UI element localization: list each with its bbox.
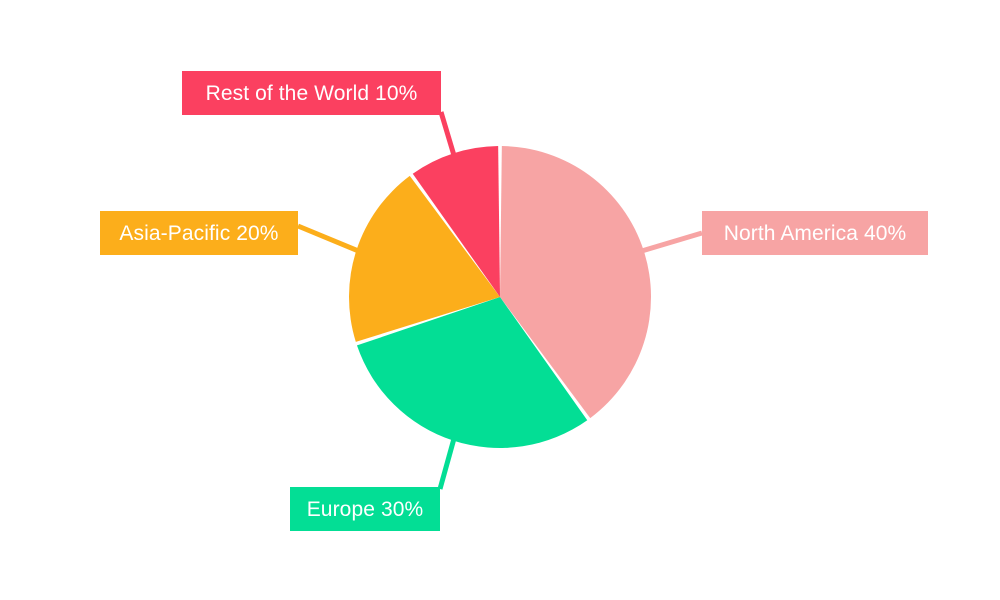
- slice-label-asia-pacific-text: Asia-Pacific 20%: [119, 221, 279, 245]
- slice-label-north-america: North America 40%: [702, 211, 928, 255]
- leader-line-asia-pacific: [297, 223, 360, 254]
- leader-line-north-america: [640, 230, 703, 254]
- pie-slices: [348, 146, 652, 449]
- leader-line-rest-of-world: [438, 111, 457, 157]
- slice-label-north-america-text: North America 40%: [723, 221, 907, 245]
- leader-line-europe: [437, 438, 457, 490]
- slice-label-europe: Europe 30%: [290, 487, 440, 531]
- slice-label-rest-of-world-text: Rest of the World 10%: [205, 81, 418, 105]
- slice-label-asia-pacific: Asia-Pacific 20%: [100, 211, 298, 255]
- pie-slice-asia-pacific[interactable]: [348, 175, 500, 342]
- pie-slice-rest-of-the-world[interactable]: [412, 146, 500, 297]
- pie-slice-europe[interactable]: [356, 297, 588, 449]
- slice-label-europe-text: Europe 30%: [306, 497, 424, 521]
- slice-label-rest-of-world: Rest of the World 10%: [182, 71, 441, 115]
- leader-lines: [297, 111, 703, 490]
- pie-slice-north-america[interactable]: [500, 146, 652, 419]
